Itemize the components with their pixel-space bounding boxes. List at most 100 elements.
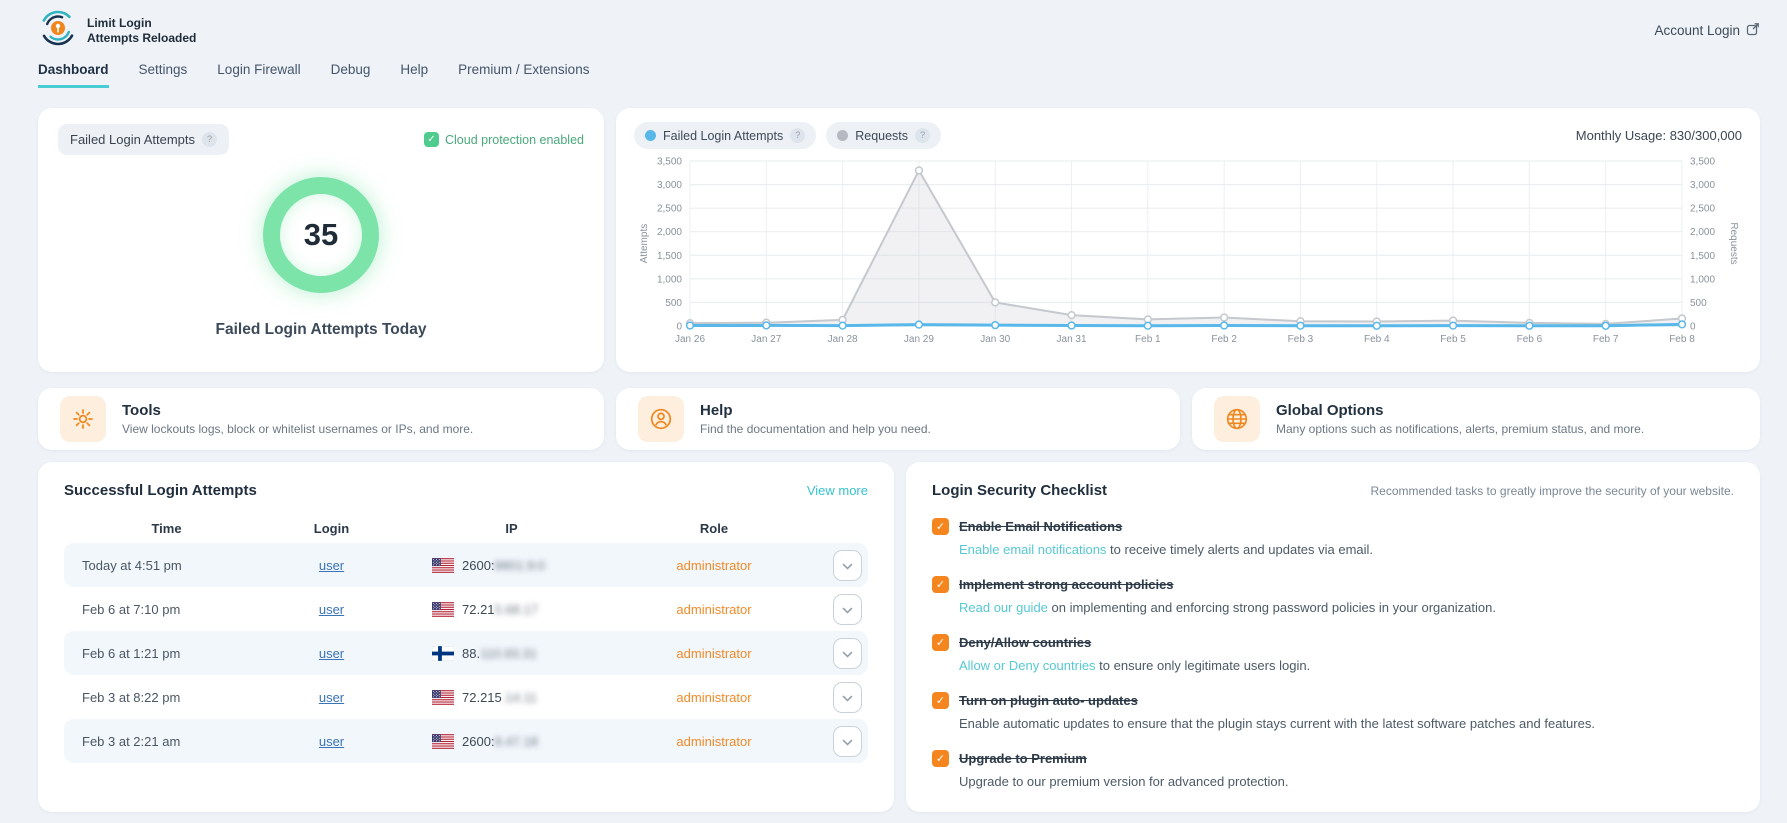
checked-checkbox-icon[interactable]: ✓: [932, 750, 949, 767]
checklist-item-title: Turn on plugin auto- updates: [959, 693, 1138, 708]
blue-dot-icon: [645, 130, 656, 141]
checklist-item-desc: Upgrade to our premium version for advan…: [959, 774, 1734, 789]
login-user-link[interactable]: user: [318, 645, 345, 661]
shortcut-title: Help: [700, 402, 733, 419]
checklist-desc-text: on implementing and enforcing strong pas…: [1047, 600, 1496, 615]
login-user-link[interactable]: user: [318, 733, 345, 749]
tab-help[interactable]: Help: [400, 62, 429, 77]
tab-debug[interactable]: Debug: [330, 62, 371, 77]
row-expand-button[interactable]: [833, 637, 862, 669]
checklist-item-title: Enable Email Notifications: [959, 519, 1123, 534]
svg-text:Feb 5: Feb 5: [1440, 334, 1466, 345]
failed-attempts-card: Failed Login Attempts ? ✓ Cloud protecti…: [38, 108, 604, 372]
shortcut-desc: Find the documentation and help you need…: [700, 422, 931, 436]
svg-text:Jan 27: Jan 27: [751, 334, 781, 345]
table-row: Feb 3 at 8:22 pm user 72.215.14.11 administ…: [64, 675, 868, 719]
ip-address: 72.215: [462, 689, 502, 705]
svg-text:3,000: 3,000: [1690, 180, 1715, 191]
help-question-icon[interactable]: ?: [915, 128, 931, 143]
column-header-role: Role: [699, 520, 729, 536]
tab-login-firewall[interactable]: Login Firewall: [217, 62, 301, 77]
legend-requests-label: Requests: [855, 128, 909, 143]
us-flag: [432, 601, 454, 617]
svg-text:3,500: 3,500: [657, 157, 682, 168]
row-expand-button[interactable]: [833, 593, 862, 625]
monthly-usage: Monthly Usage: 830/300,000: [1575, 128, 1742, 143]
svg-text:Jan 30: Jan 30: [980, 334, 1010, 345]
table-title: Successful Login Attempts: [64, 482, 257, 499]
checked-checkbox-icon[interactable]: ✓: [932, 518, 949, 535]
failed-attempts-gauge: 35: [263, 177, 379, 293]
help-question-icon[interactable]: ?: [202, 132, 218, 147]
ip-address-redacted: 5.68.17: [494, 601, 538, 617]
checklist-subtitle: Recommended tasks to greatly improve the…: [1370, 484, 1735, 498]
svg-text:Jan 29: Jan 29: [904, 334, 934, 345]
account-login-label: Account Login: [1654, 23, 1740, 38]
ip-address: 2600:: [462, 557, 495, 573]
shortcut-card-global-options[interactable]: Global Options Many options such as notif…: [1192, 388, 1760, 450]
checklist-item: ✓ Enable Email Notifications Enable email …: [932, 518, 1734, 557]
attempts-requests-chart: 0 0 500 500 1,000 1,000 1,500 1,500 2,000 2,000 2,…: [634, 149, 1742, 357]
checklist-item: ✓ Turn on plugin auto- updates Enable auto…: [932, 692, 1734, 731]
globe-icon: [1214, 396, 1260, 442]
help-question-icon[interactable]: ?: [790, 128, 806, 143]
llar-logo-icon: [38, 8, 78, 53]
account-login-link[interactable]: Account Login: [1654, 22, 1760, 39]
chevron-down-icon: [842, 690, 853, 705]
table-row: Today at 4:51 pm user 2600:8801:9:0 adminis…: [64, 543, 868, 587]
svg-text:2,000: 2,000: [1690, 227, 1715, 238]
checked-checkbox-icon[interactable]: ✓: [932, 634, 949, 651]
row-expand-button[interactable]: [833, 549, 862, 581]
shortcut-card-tools[interactable]: Tools View lockouts logs, block or whitel…: [38, 388, 604, 450]
us-flag: [432, 689, 454, 705]
gray-dot-icon: [837, 130, 849, 141]
tab-dashboard[interactable]: Dashboard: [38, 62, 109, 88]
successful-logins-card: Successful Login Attempts View more Time…: [38, 462, 894, 812]
login-user-link[interactable]: user: [318, 601, 345, 617]
checked-checkbox-icon[interactable]: ✓: [932, 576, 949, 593]
column-header-login: Login: [313, 520, 350, 536]
login-time: Feb 3 at 2:21 am: [82, 733, 181, 749]
ip-address-redacted: .14.11: [501, 689, 537, 705]
svg-text:3,000: 3,000: [657, 180, 682, 191]
view-more-link[interactable]: View more: [806, 483, 868, 498]
ip-address: 72.21: [462, 601, 495, 617]
chevron-down-icon: [842, 734, 853, 749]
checklist-item-title: Upgrade to Premium: [959, 751, 1087, 766]
row-expand-button[interactable]: [833, 725, 862, 757]
attempts-chart-card: Failed Login Attempts ? Requests ? Month…: [616, 108, 1760, 372]
svg-text:Feb 6: Feb 6: [1517, 334, 1543, 345]
legend-requests[interactable]: Requests ?: [826, 122, 942, 149]
svg-text:2,500: 2,500: [657, 204, 682, 215]
table-row: Feb 3 at 2:21 am user 2600:8.47.18 administ…: [64, 719, 868, 763]
chevron-down-icon: [842, 602, 853, 617]
checklist-link[interactable]: Enable email notifications: [959, 542, 1107, 557]
login-user-link[interactable]: user: [318, 689, 345, 705]
svg-text:3,500: 3,500: [1690, 157, 1715, 168]
tab-premium-extensions[interactable]: Premium / Extensions: [458, 62, 590, 77]
table-row: Feb 6 at 1:21 pm user 88.110.93.31 administ…: [64, 631, 868, 675]
svg-text:Jan 28: Jan 28: [828, 334, 858, 345]
legend-failed-attempts[interactable]: Failed Login Attempts ?: [634, 122, 817, 149]
failed-attempts-value: 35: [303, 217, 339, 252]
svg-text:1,000: 1,000: [657, 274, 682, 285]
shortcut-card-help[interactable]: Help Find the documentation and help you …: [616, 388, 1180, 450]
header: Limit Login Attempts Reloaded Account Lo…: [38, 8, 1760, 56]
checked-checkbox-icon[interactable]: ✓: [932, 692, 949, 709]
row-expand-button[interactable]: [833, 681, 862, 713]
shortcut-title: Tools: [122, 402, 161, 419]
nav-tabs: Dashboard Settings Login Firewall Debug Help…: [38, 62, 1760, 96]
tab-settings[interactable]: Settings: [138, 62, 188, 77]
checklist-item-desc: Allow or Deny countries to ensure only l…: [959, 658, 1734, 673]
checklist-link[interactable]: Read our guide: [959, 600, 1048, 615]
shortcut-cards: Tools View lockouts logs, block or whitel…: [38, 388, 1760, 450]
ip-address: 2600:: [462, 733, 495, 749]
svg-text:0: 0: [1690, 322, 1696, 333]
checklist-link[interactable]: Allow or Deny countries: [959, 658, 1096, 673]
login-user-link[interactable]: user: [318, 557, 345, 573]
checklist-desc-text: to ensure only legitimate users login.: [1095, 658, 1311, 673]
us-flag: [432, 733, 454, 749]
svg-text:Feb 4: Feb 4: [1364, 334, 1390, 345]
login-time: Today at 4:51 pm: [82, 557, 182, 573]
